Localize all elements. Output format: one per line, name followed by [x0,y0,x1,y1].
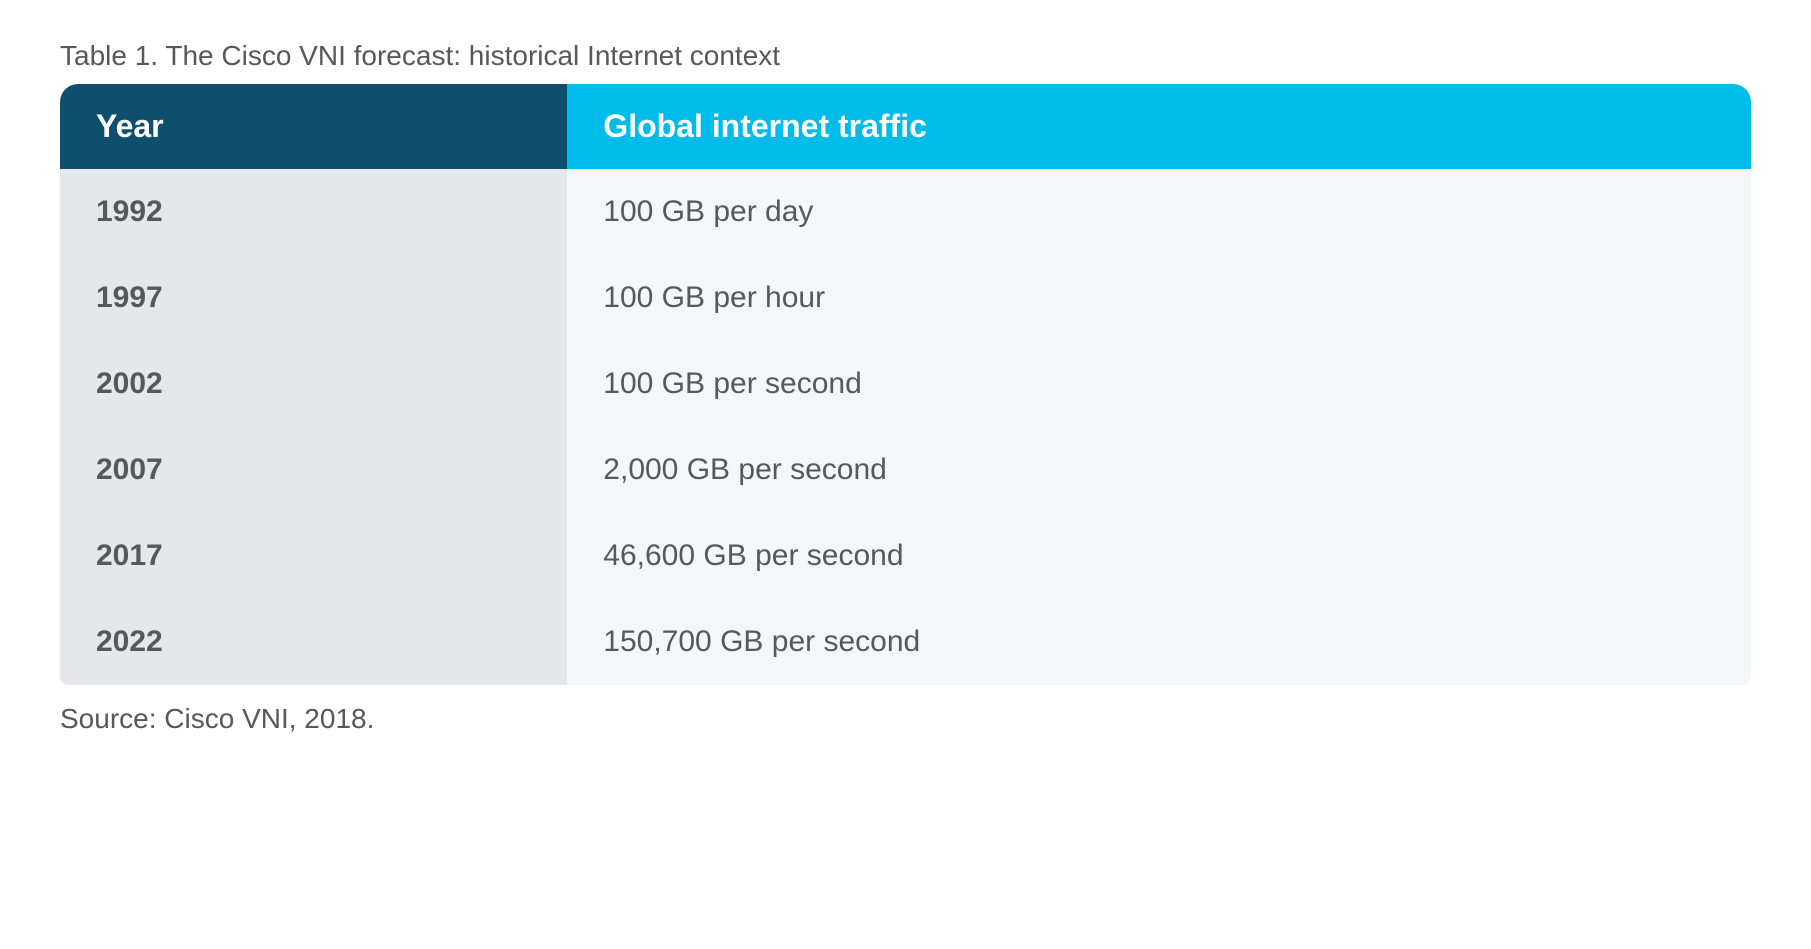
table-row: 2002100 GB per second [60,341,1751,427]
source-text: Source: Cisco VNI, 2018. [60,703,1751,735]
cell-traffic: 46,600 GB per second [567,513,1751,599]
cell-year: 2017 [60,513,567,599]
cell-traffic: 100 GB per day [567,169,1751,255]
header-year: Year [60,84,567,169]
cell-year: 2022 [60,599,567,685]
table-row: 20072,000 GB per second [60,427,1751,513]
table-container: Year Global internet traffic 1992100 GB … [60,84,1751,685]
table-row: 1997100 GB per hour [60,255,1751,341]
cell-year: 2002 [60,341,567,427]
cell-traffic: 150,700 GB per second [567,599,1751,685]
header-traffic: Global internet traffic [567,84,1751,169]
cell-traffic: 100 GB per hour [567,255,1751,341]
data-table: Year Global internet traffic 1992100 GB … [60,84,1751,685]
table-header-row: Year Global internet traffic [60,84,1751,169]
caption-label: Table 1. [60,40,158,71]
table-row: 201746,600 GB per second [60,513,1751,599]
table-caption: Table 1. The Cisco VNI forecast: histori… [60,40,1751,72]
cell-traffic: 2,000 GB per second [567,427,1751,513]
cell-year: 1992 [60,169,567,255]
cell-traffic: 100 GB per second [567,341,1751,427]
caption-text: The Cisco VNI forecast: historical Inter… [165,40,780,71]
table-row: 2022150,700 GB per second [60,599,1751,685]
cell-year: 2007 [60,427,567,513]
table-row: 1992100 GB per day [60,169,1751,255]
cell-year: 1997 [60,255,567,341]
table-body: 1992100 GB per day1997100 GB per hour200… [60,169,1751,685]
